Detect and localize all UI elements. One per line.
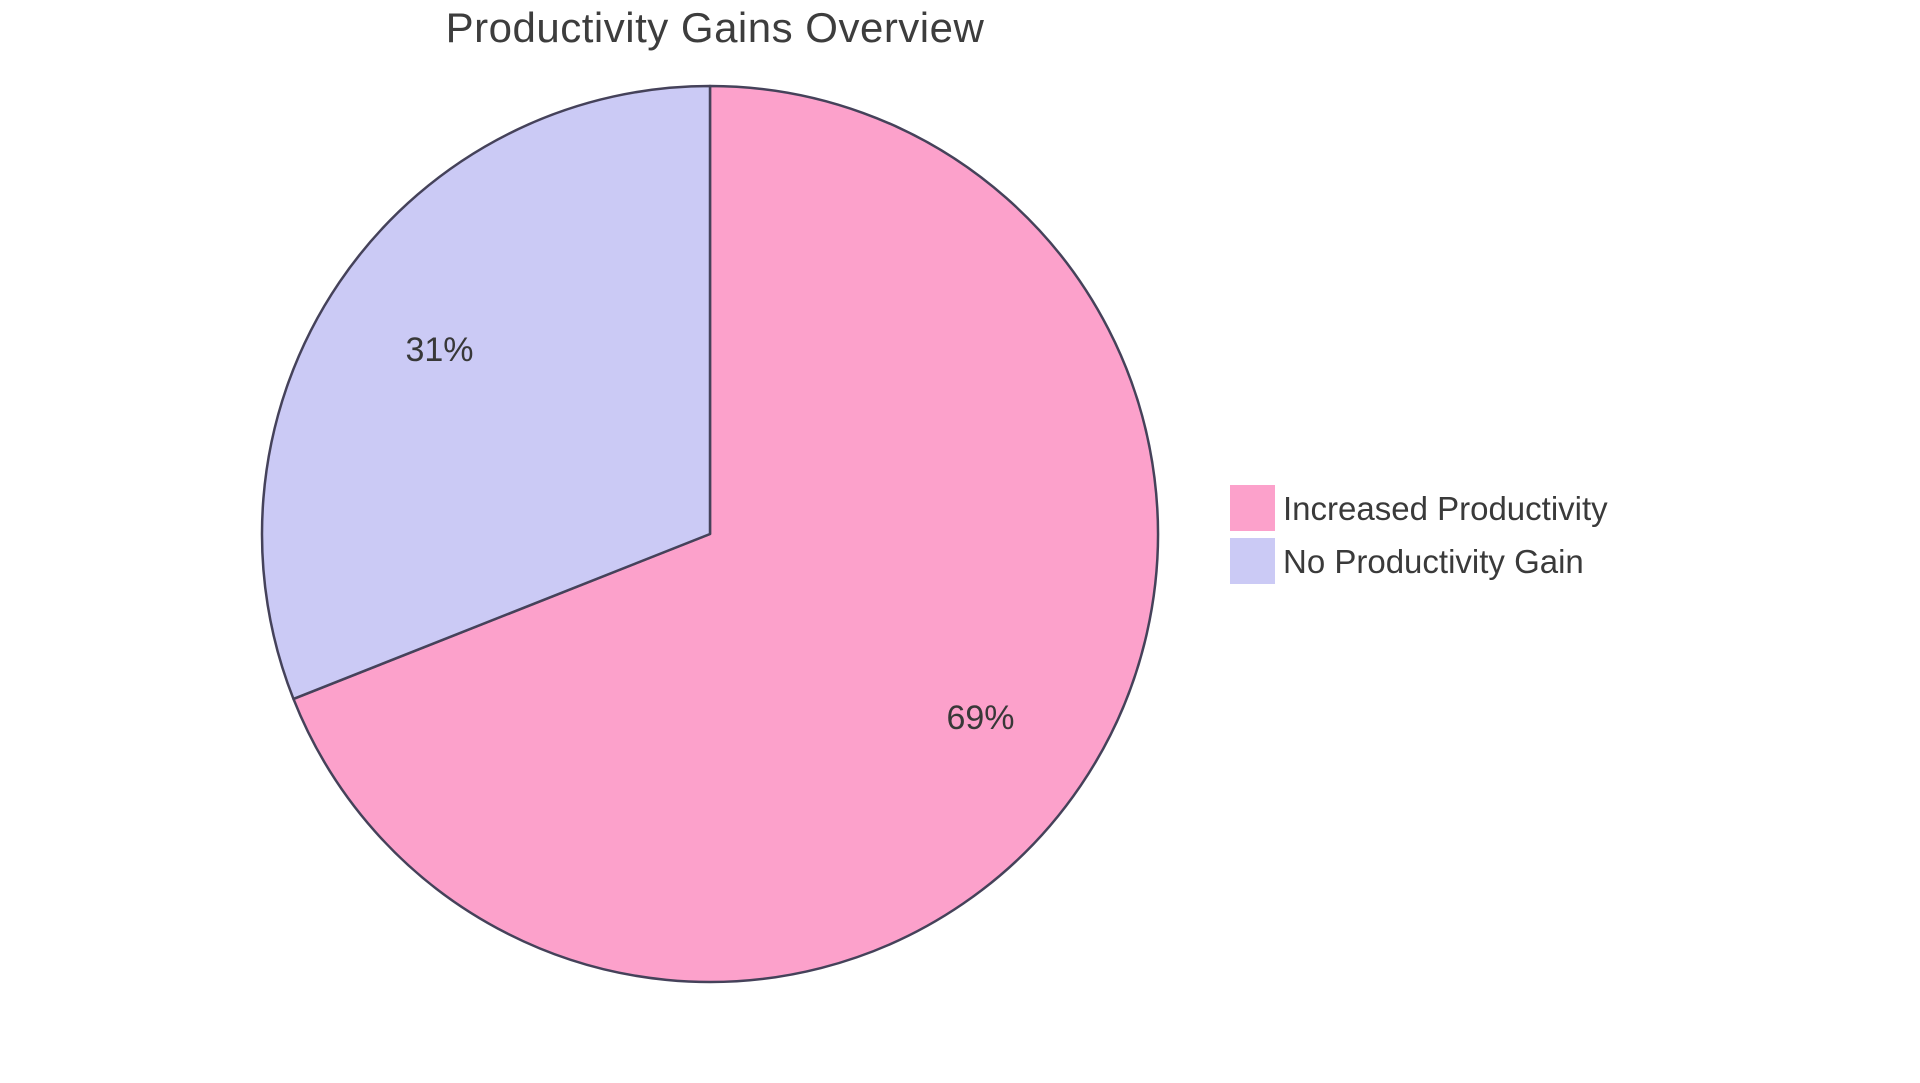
legend-label-no-productivity-gain: No Productivity Gain bbox=[1283, 542, 1584, 580]
legend-swatch-no-productivity-gain bbox=[1230, 538, 1275, 584]
legend: Increased Productivity No Productivity G… bbox=[1230, 485, 1608, 584]
legend-item-increased-productivity: Increased Productivity bbox=[1230, 485, 1608, 531]
pie-slice-increased-productivity bbox=[292, 84, 1160, 984]
legend-swatch-increased-productivity bbox=[1230, 485, 1275, 531]
legend-item-no-productivity-gain: No Productivity Gain bbox=[1230, 538, 1608, 584]
chart-title: Productivity Gains Overview bbox=[445, 4, 985, 51]
legend-label-increased-productivity: Increased Productivity bbox=[1283, 489, 1608, 527]
pie-slice-percentage-label: 31% bbox=[405, 331, 473, 369]
pie-slice-percentage-label: 69% bbox=[946, 699, 1014, 737]
pie-slice-no-productivity-gain bbox=[260, 84, 712, 701]
